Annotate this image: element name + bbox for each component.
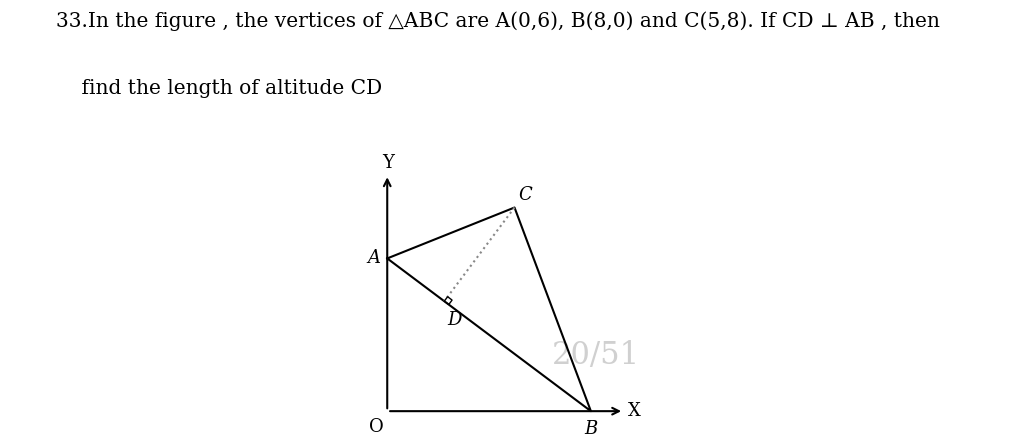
Text: find the length of altitude CD: find the length of altitude CD [56, 79, 382, 97]
Text: D: D [446, 311, 461, 329]
Text: C: C [518, 186, 532, 204]
Text: X: X [628, 402, 641, 420]
Text: 20/51: 20/51 [552, 340, 640, 371]
Text: O: O [369, 417, 383, 436]
Text: A: A [368, 250, 381, 267]
Text: Y: Y [383, 154, 394, 172]
Text: B: B [585, 420, 598, 437]
Text: 33.In the figure , the vertices of △ABC are A(0,6), B(8,0) and C(5,8). If CD ⊥ A: 33.In the figure , the vertices of △ABC … [56, 11, 940, 31]
